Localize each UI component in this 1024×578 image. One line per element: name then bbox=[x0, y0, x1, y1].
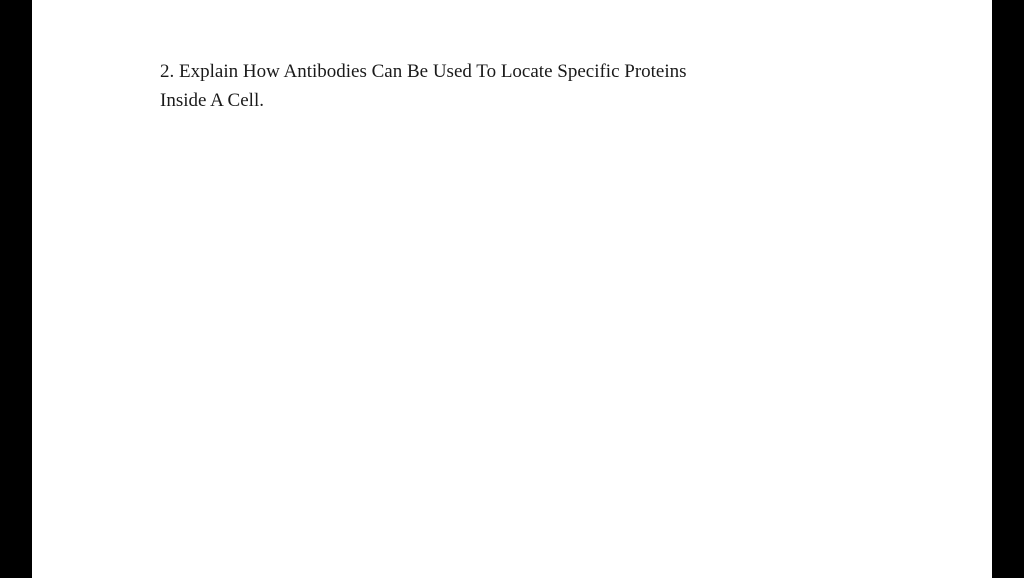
document-page: 2. Explain How Antibodies Can Be Used To… bbox=[32, 0, 992, 578]
question-text-line2: Inside A Cell. bbox=[160, 87, 864, 116]
question-text-line1: Explain How Antibodies Can Be Used To Lo… bbox=[179, 61, 687, 82]
question-block: 2. Explain How Antibodies Can Be Used To… bbox=[160, 58, 864, 115]
question-number: 2. bbox=[160, 61, 174, 82]
